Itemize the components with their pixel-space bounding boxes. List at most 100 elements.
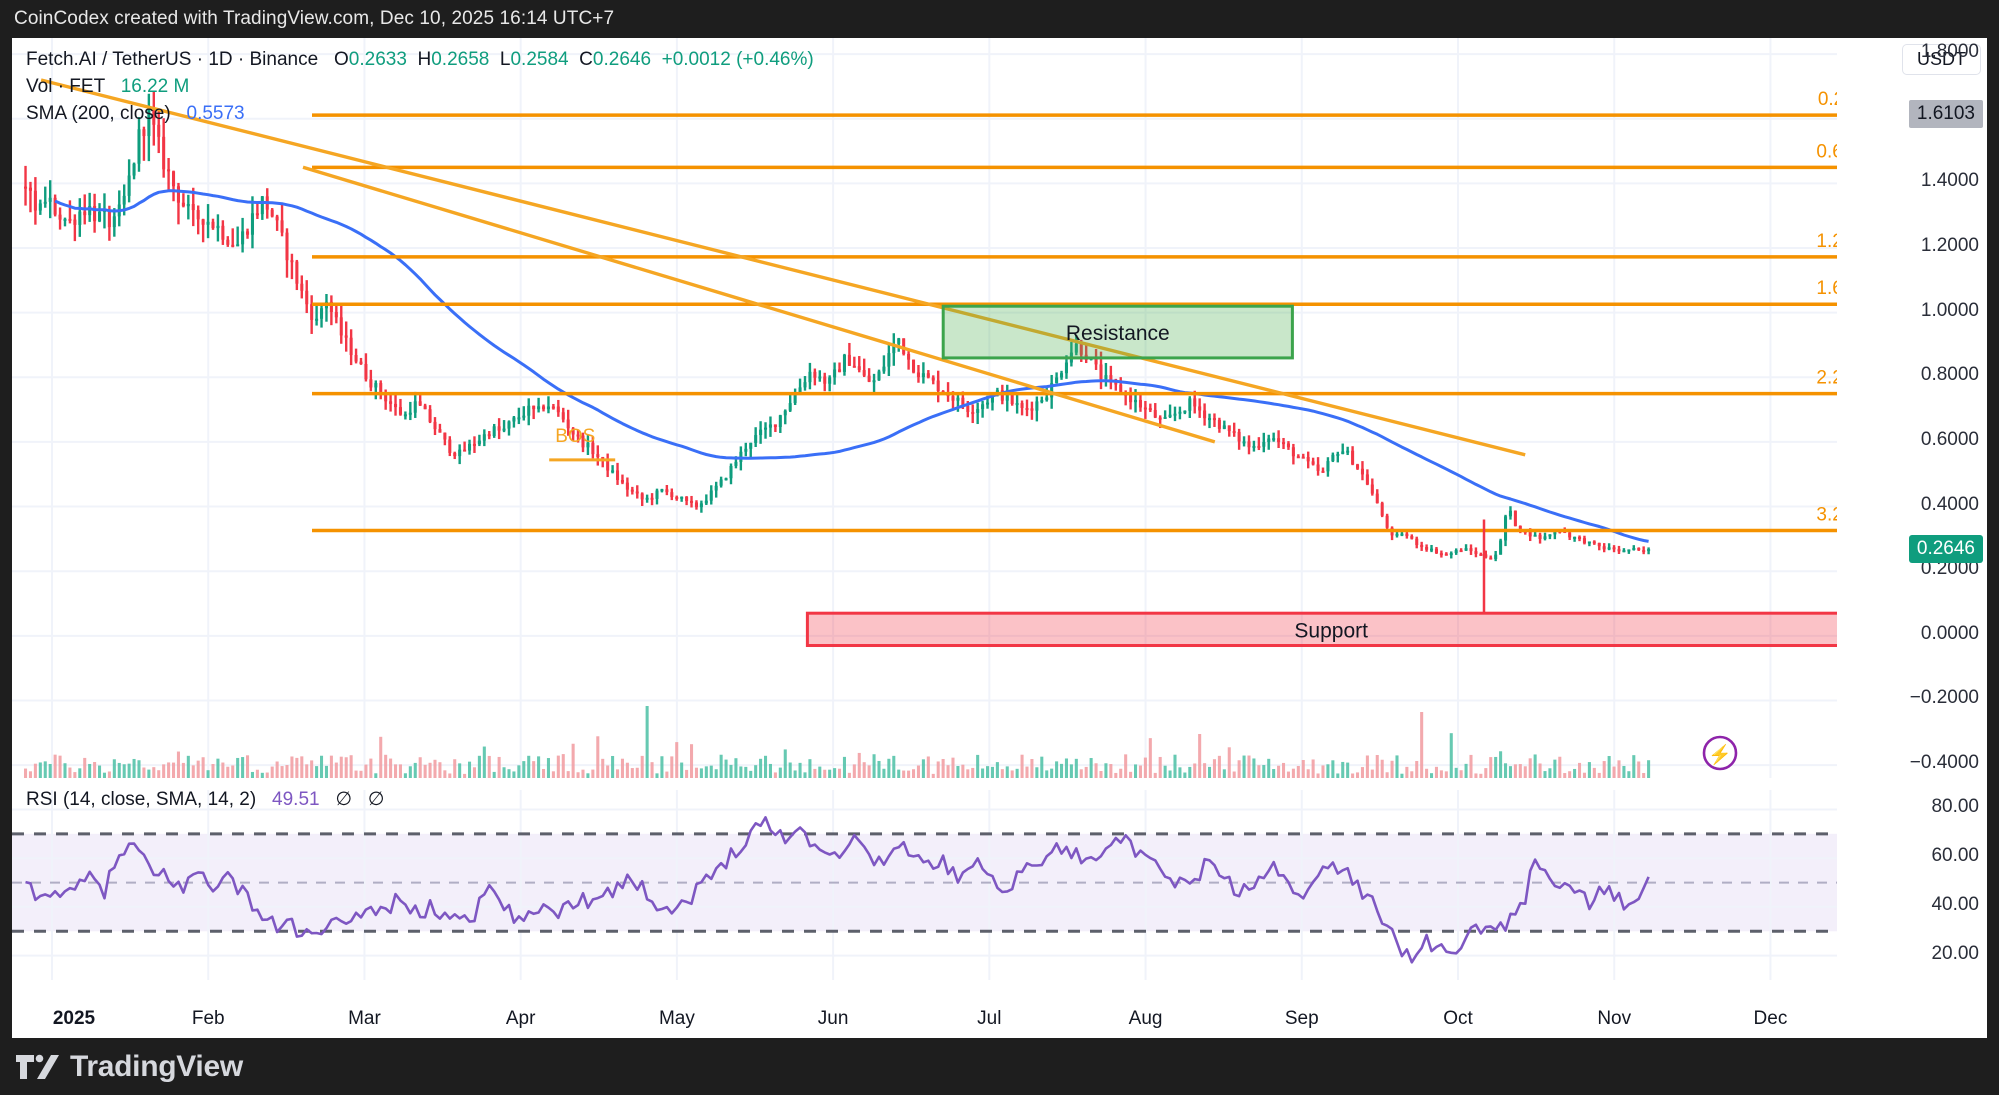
volume-bar [586, 773, 590, 778]
currency-button[interactable]: USDT [1902, 44, 1981, 75]
price-axis-tick: 0.4000 [1920, 493, 1979, 515]
resistance-zone[interactable]: Resistance [941, 304, 1294, 360]
volume-bar [497, 756, 501, 778]
volume-bar [1227, 747, 1231, 778]
footer-bar: TradingView [0, 1038, 1999, 1095]
ohlc-low-label: L [499, 49, 511, 70]
price-axis-tick: 0.6000 [1920, 428, 1979, 450]
volume-bar [1109, 764, 1113, 778]
volume-bar [172, 762, 176, 778]
volume-bar [783, 749, 787, 778]
volume-bar [389, 758, 393, 778]
volume-bar [1291, 768, 1295, 778]
volume-bar [907, 770, 911, 778]
volume-bar [1247, 755, 1251, 778]
volume-bar [127, 763, 131, 778]
volume-bar [690, 744, 694, 778]
volume-bar [714, 769, 718, 778]
price-axis-tick: 0.2000 [1920, 558, 1979, 580]
volume-bar [1055, 761, 1059, 778]
volume-bar [847, 772, 851, 778]
volume-bar [1553, 759, 1557, 778]
volume-bar [576, 772, 580, 778]
volume-bar [280, 766, 284, 778]
volume-bar [601, 758, 605, 778]
volume-bar [1464, 763, 1468, 778]
volume-bar [1592, 767, 1596, 778]
volume-bar [241, 757, 245, 778]
volume-bar [1183, 772, 1187, 778]
volume-bar [117, 762, 121, 778]
date-axis-tick: Apr [505, 1008, 536, 1029]
price-axis-tick: 0.8000 [1920, 364, 1979, 386]
volume-bar [1119, 768, 1123, 778]
date-axis[interactable]: 2025 Feb Mar Apr May Jun Jul Aug Sep Oct Nov Dec [12, 998, 1987, 1038]
price-axis[interactable]: USDT 1.8000 1.4000 1.2000 1.0000 0.8000 0.600… [1837, 38, 1987, 998]
volume-bar [941, 758, 945, 778]
volume-bar [83, 757, 87, 778]
volume-bar [1301, 760, 1305, 778]
volume-bar [38, 762, 42, 778]
volume-bar [522, 761, 526, 778]
volume-bar [768, 763, 772, 778]
volume-bar [48, 763, 52, 778]
date-axis-tick: Nov [1597, 1008, 1632, 1029]
volume-bar [591, 769, 595, 778]
volume-bar [1262, 765, 1266, 778]
volume-bar [867, 765, 871, 778]
chart-canvas[interactable]: 0.236 (1.6114)0.618 (1.4496)1.272 (1.172… [12, 38, 1987, 998]
price-pane[interactable]: 0.236 (1.6114)0.618 (1.4496)1.272 (1.172… [12, 38, 1952, 778]
volume-bar [561, 754, 565, 778]
volume-bar [675, 742, 679, 778]
rsi-pane[interactable]: RSI (14, close, SMA, 14, 2) 49.51 ∅ ∅ [12, 790, 1952, 980]
volume-bar [1415, 760, 1419, 778]
support-zone[interactable]: Support [805, 611, 1857, 648]
volume-bar [1321, 765, 1325, 778]
volume-bar [216, 758, 220, 778]
volume-bar [1257, 765, 1261, 778]
volume-bar [142, 767, 146, 778]
volume-bar [1094, 763, 1098, 778]
volume-bar [1420, 712, 1424, 778]
volume-bar [1158, 756, 1162, 778]
price-axis-tick: 1.0000 [1920, 299, 1979, 321]
date-axis-tick: May [658, 1008, 695, 1029]
volume-bar [1380, 759, 1384, 778]
volume-bar [655, 773, 659, 778]
volume-bar [1523, 766, 1527, 778]
rsi-axis-tick: 80.00 [1931, 796, 1979, 818]
date-axis-tick: Oct [1443, 1008, 1473, 1029]
volume-bar [986, 766, 990, 778]
volume-bar [625, 762, 629, 778]
volume-bar [226, 766, 230, 778]
volume-bar [1232, 771, 1236, 778]
volume-bar [1124, 754, 1128, 778]
volume-bar [1074, 758, 1078, 778]
volume-bar [310, 760, 314, 778]
volume-bar [33, 763, 37, 778]
volume-bar [1518, 764, 1522, 778]
volume-bar [1543, 771, 1547, 778]
volume-bar [1627, 771, 1631, 778]
rsi-label: RSI (14, close, SMA, 14, 2) [26, 790, 257, 810]
volume-bar [882, 768, 886, 778]
volume-label: Vol · FET [26, 76, 105, 97]
volume-bar [704, 766, 708, 778]
volume-bar [384, 754, 388, 778]
svg-text:⚡: ⚡ [1708, 743, 1732, 766]
volume-bar [285, 764, 289, 778]
volume-bar [1267, 758, 1271, 778]
volume-bar [719, 754, 723, 778]
volume-bar [709, 765, 713, 778]
volume-bar [354, 770, 358, 778]
volume-bar [1504, 763, 1508, 778]
volume-bar [764, 755, 768, 778]
volume-bar [315, 766, 319, 778]
volume-bar [1163, 765, 1167, 778]
volume-bar [152, 767, 156, 778]
ohlc-open-value: 0.2633 [348, 49, 407, 70]
lightning-icon[interactable]: ⚡ [1702, 735, 1738, 771]
volume-bar [1079, 769, 1083, 778]
date-axis-tick: Sep [1284, 1008, 1319, 1029]
volume-bar [334, 762, 338, 778]
